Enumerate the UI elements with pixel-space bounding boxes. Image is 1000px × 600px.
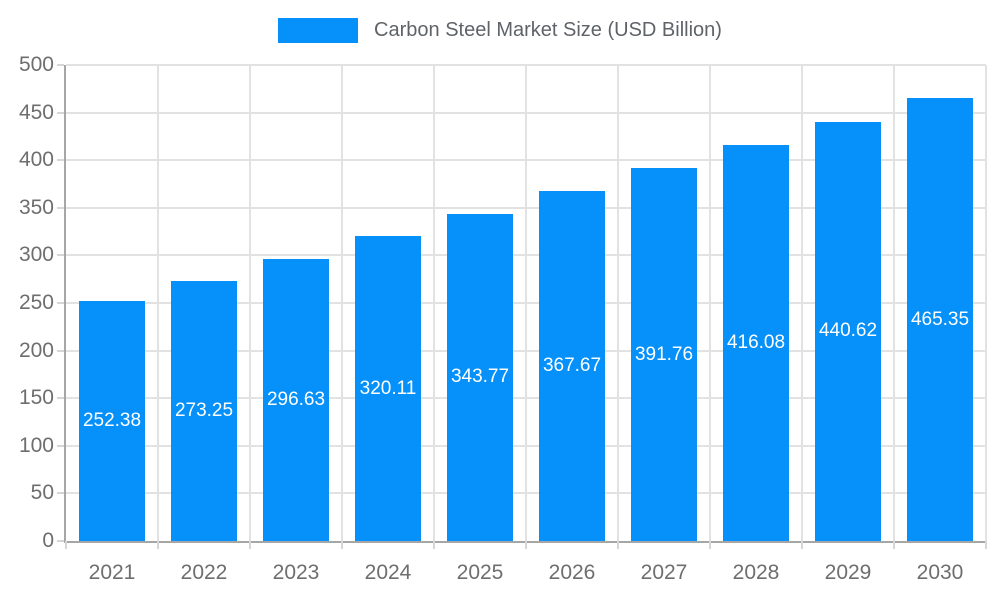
plot-area: 252.38 273.25 296.63 320.11 343.77 367.67 391.… bbox=[57, 64, 987, 549]
bar-value-label: 343.77 bbox=[450, 366, 510, 388]
bar-2026[interactable]: 367.67 bbox=[539, 190, 605, 541]
bar-2027[interactable]: 391.76 bbox=[631, 168, 697, 541]
bar-value-label: 320.11 bbox=[359, 377, 417, 399]
x-axis-tick bbox=[65, 541, 67, 549]
legend-swatch bbox=[278, 18, 359, 43]
x-axis-tick bbox=[525, 541, 527, 549]
gridline-vertical bbox=[341, 65, 343, 541]
y-axis-tick-label: 400 bbox=[18, 148, 54, 172]
x-axis-tick-label: 2030 bbox=[916, 561, 964, 584]
x-axis-tick-label: 2021 bbox=[88, 561, 136, 584]
bar-2025[interactable]: 343.77 bbox=[447, 213, 513, 541]
bar-value-label: 416.08 bbox=[726, 331, 786, 353]
bar-2022[interactable]: 273.25 bbox=[171, 280, 237, 541]
y-axis-tick bbox=[57, 302, 64, 304]
y-axis-tick-label: 350 bbox=[18, 195, 54, 219]
x-axis-tick-label: 2022 bbox=[180, 561, 228, 584]
gridline-vertical bbox=[709, 65, 711, 541]
bar-value-label: 367.67 bbox=[542, 354, 602, 376]
bar-2029[interactable]: 440.62 bbox=[815, 121, 881, 541]
bar-value-label: 391.76 bbox=[634, 343, 694, 365]
x-axis-tick-label: 2024 bbox=[364, 561, 412, 584]
gridline-vertical bbox=[985, 65, 987, 541]
bar-2024[interactable]: 320.11 bbox=[355, 236, 421, 541]
y-axis-tick-label: 250 bbox=[18, 291, 54, 314]
y-axis-tick bbox=[57, 444, 64, 447]
y-axis-line bbox=[64, 65, 66, 541]
y-axis-tick bbox=[57, 540, 64, 542]
x-axis-tick-label: 2028 bbox=[732, 561, 780, 584]
y-axis-tick bbox=[57, 254, 64, 257]
bar-value-label: 252.38 bbox=[82, 409, 142, 431]
y-axis-tick bbox=[57, 111, 64, 114]
bar-value-label: 440.62 bbox=[818, 320, 878, 342]
bar-2023[interactable]: 296.63 bbox=[263, 258, 329, 541]
x-axis-tick-label: 2025 bbox=[456, 561, 504, 584]
x-axis-tick bbox=[617, 541, 619, 549]
y-axis-tick-label: 500 bbox=[18, 53, 54, 76]
y-axis-tick-label: 200 bbox=[18, 338, 54, 362]
y-axis-tick-label: 300 bbox=[18, 243, 54, 267]
y-axis-tick bbox=[57, 349, 64, 352]
x-axis-tick bbox=[709, 541, 711, 549]
legend-label: Carbon Steel Market Size (USD Billion) bbox=[374, 19, 722, 41]
gridline-vertical bbox=[893, 65, 895, 541]
x-axis-tick bbox=[893, 541, 895, 549]
y-axis-tick-label: 100 bbox=[18, 433, 54, 457]
bar-value-label: 465.35 bbox=[910, 308, 970, 330]
y-axis-tick-label: 450 bbox=[18, 100, 54, 124]
x-axis-tick-label: 2027 bbox=[640, 561, 688, 584]
y-axis-tick bbox=[57, 492, 64, 495]
x-axis-tick-label: 2029 bbox=[824, 561, 872, 584]
bar-2021[interactable]: 252.38 bbox=[79, 300, 145, 541]
y-axis-tick-label: 0 bbox=[42, 529, 54, 552]
x-axis-tick bbox=[157, 541, 159, 549]
x-axis-tick bbox=[249, 541, 251, 549]
y-axis-tick bbox=[57, 159, 64, 162]
y-axis-tick bbox=[57, 206, 64, 209]
x-axis-tick bbox=[433, 541, 435, 549]
y-axis-tick bbox=[57, 64, 64, 66]
bar-2030[interactable]: 465.35 bbox=[907, 98, 973, 541]
gridline-vertical bbox=[801, 65, 803, 541]
x-axis-tick-label: 2026 bbox=[548, 561, 596, 584]
gridline-vertical bbox=[433, 65, 435, 541]
x-axis-tick-label: 2023 bbox=[272, 561, 320, 584]
y-axis-tick-label: 150 bbox=[18, 386, 54, 410]
bar-value-label: 273.25 bbox=[174, 399, 234, 421]
gridline-vertical bbox=[157, 65, 159, 541]
legend[interactable]: Carbon Steel Market Size (USD Billion) bbox=[0, 18, 1000, 43]
bar-value-label: 296.63 bbox=[266, 388, 326, 410]
bar-2028[interactable]: 416.08 bbox=[723, 144, 789, 541]
x-axis-tick bbox=[801, 541, 803, 549]
x-axis-tick bbox=[341, 541, 343, 549]
y-axis-tick-label: 50 bbox=[30, 481, 54, 505]
gridline-vertical bbox=[525, 65, 527, 541]
y-axis-tick bbox=[57, 397, 64, 400]
gridline-vertical bbox=[617, 65, 619, 541]
x-axis-tick bbox=[985, 541, 987, 549]
gridline-vertical bbox=[249, 65, 251, 541]
